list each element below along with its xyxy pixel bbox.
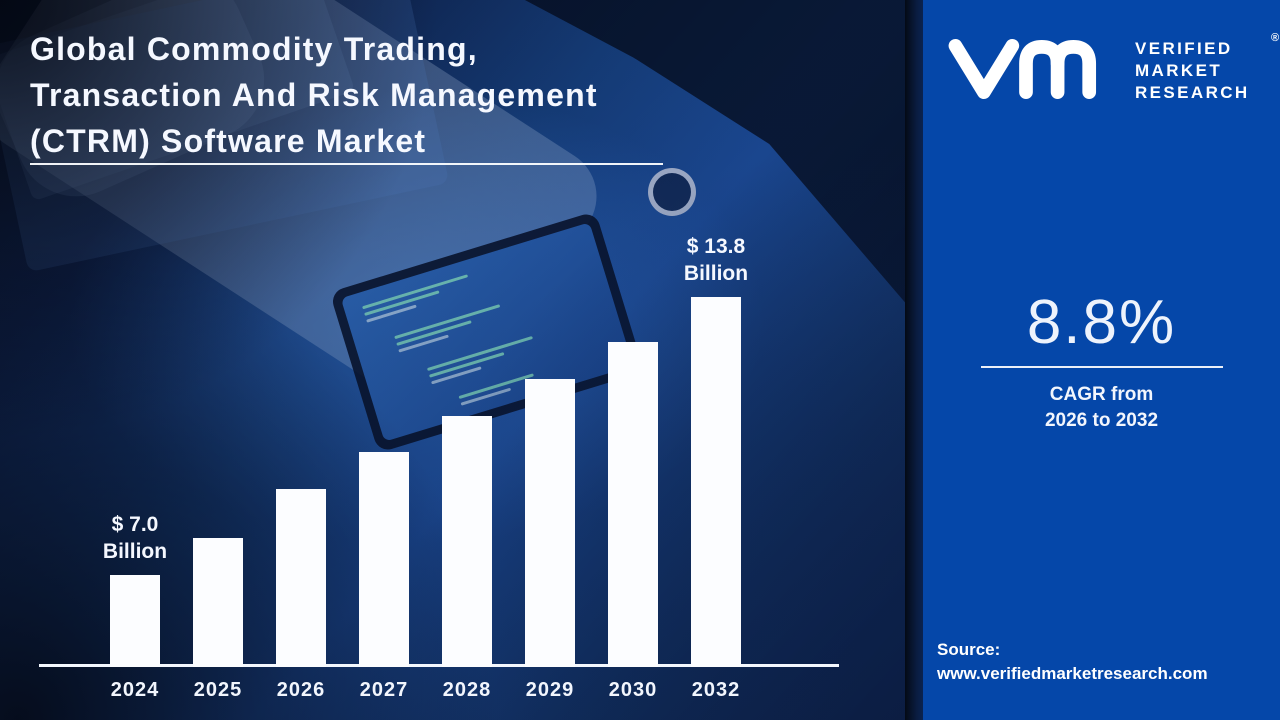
x-tick-2030: 2030 — [608, 679, 658, 701]
title-line-2: Transaction And Risk Management — [30, 77, 598, 113]
source-url: www.verifiedmarketresearch.com — [937, 664, 1208, 683]
brand-name: VERIFIED MARKET RESEARCH — [1135, 38, 1250, 104]
cagr-value: 8.8% — [1026, 288, 1177, 357]
bar-2025 — [193, 538, 243, 667]
brand-name-line-2: MARKET — [1135, 61, 1223, 80]
bar-2024 — [110, 575, 160, 667]
title-line-1: Global Commodity Trading, — [30, 31, 478, 67]
cagr-caption-line-2: 2026 to 2032 — [1044, 410, 1159, 431]
cagr-caption: CAGR from 2026 to 2032 — [923, 382, 1280, 434]
x-tick-2027: 2027 — [359, 679, 409, 701]
cagr-underline — [980, 366, 1223, 368]
brand-logo: VERIFIED MARKET RESEARCH ® — [943, 32, 1279, 118]
bar-2029 — [525, 379, 575, 667]
value-label-2032: $ 13.8 Billion — [654, 233, 778, 287]
side-panel: VERIFIED MARKET RESEARCH ® 8.8% CAGR fro… — [923, 0, 1280, 720]
x-tick-2029: 2029 — [525, 679, 575, 701]
bar-chart: 2024 2025 2026 2027 2028 2029 2030 2032 $ 7.0 Bil… — [39, 230, 839, 701]
vmr-monogram-icon — [948, 38, 1097, 100]
cagr-caption-line-1: CAGR from — [1049, 384, 1154, 405]
value-label-line-1: $ 13.8 — [686, 235, 746, 258]
x-tick-2028: 2028 — [442, 679, 492, 701]
value-label-2024: $ 7.0 Billion — [73, 511, 197, 565]
bar-2028 — [442, 416, 492, 667]
bar-2026 — [276, 489, 326, 667]
background-photo — [0, 0, 905, 720]
value-label-line-1: $ 7.0 — [111, 513, 159, 536]
cagr-block: 8.8% CAGR from 2026 to 2032 — [923, 288, 1280, 434]
x-tick-2032: 2032 — [691, 679, 741, 701]
x-tick-2025: 2025 — [193, 679, 243, 701]
value-label-line-2: Billion — [683, 262, 749, 285]
title-line-3: (CTRM) Software Market — [30, 123, 427, 159]
x-axis-line — [39, 664, 839, 667]
title-underline — [30, 163, 663, 165]
page-title: Global Commodity Trading, Transaction An… — [30, 26, 598, 164]
registered-mark: ® — [1271, 32, 1280, 44]
source-label: Source: — [937, 640, 1001, 659]
bar-2032 — [691, 297, 741, 667]
panel-divider — [905, 0, 923, 720]
bar-2027 — [359, 452, 409, 667]
x-tick-2026: 2026 — [276, 679, 326, 701]
x-tick-2024: 2024 — [110, 679, 160, 701]
brand-name-line-3: RESEARCH — [1135, 83, 1250, 102]
source-block: Source: www.verifiedmarketresearch.com — [937, 638, 1208, 686]
value-label-line-2: Billion — [102, 540, 168, 563]
brand-name-line-1: VERIFIED — [1135, 39, 1233, 58]
bar-2030 — [608, 342, 658, 667]
